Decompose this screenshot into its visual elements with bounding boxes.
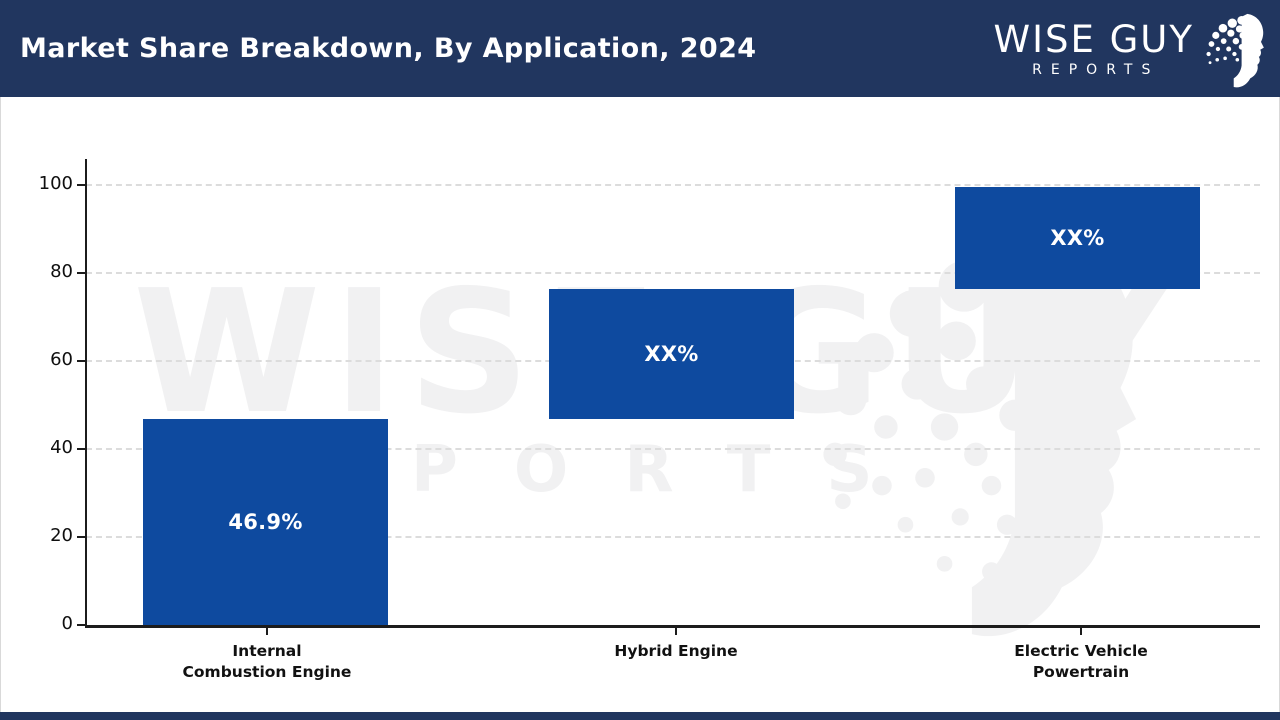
y-tick-label: 60 bbox=[50, 349, 73, 370]
header-bar: Market Share Breakdown, By Application, … bbox=[0, 0, 1280, 97]
category-label-line: Combustion Engine bbox=[182, 663, 352, 681]
y-axis-tick bbox=[77, 448, 85, 450]
gridline bbox=[86, 536, 1260, 538]
y-axis-line bbox=[85, 158, 87, 627]
x-category-label-electric-vehicle-powertrain: Electric Vehicle Powertrain bbox=[921, 641, 1241, 683]
category-label-line: Hybrid Engine bbox=[614, 642, 738, 660]
y-tick-label: 100 bbox=[38, 173, 73, 194]
chart-plot-area: 0 20 40 60 80 100 46.9% Internal Combustion Engi… bbox=[0, 97, 1280, 712]
x-axis-tick bbox=[1080, 627, 1082, 635]
category-label-line: Powertrain bbox=[1032, 663, 1130, 681]
gridline bbox=[86, 184, 1260, 186]
x-axis-tick bbox=[675, 627, 677, 635]
bar-value-label: 46.9% bbox=[228, 509, 303, 534]
logo-wordmark: WISE GUY bbox=[993, 18, 1194, 61]
bar-value-label: XX% bbox=[644, 341, 699, 366]
bar-hybrid-engine: XX% bbox=[549, 288, 794, 419]
logo-text: WISE GUY REPORTS bbox=[993, 18, 1194, 79]
footer-bar bbox=[0, 712, 1280, 720]
logo-subtext: REPORTS bbox=[1032, 62, 1160, 78]
y-axis-tick bbox=[77, 272, 85, 274]
bar-electric-vehicle-powertrain: XX% bbox=[955, 186, 1200, 289]
x-axis-tick bbox=[266, 627, 268, 635]
y-axis-tick bbox=[77, 360, 85, 362]
y-tick-label: 0 bbox=[61, 613, 73, 634]
wise-guy-reports-logo: WISE GUY REPORTS bbox=[994, 6, 1266, 92]
logo-dotted-face-icon bbox=[1200, 9, 1266, 89]
x-category-label-hybrid-engine: Hybrid Engine bbox=[516, 641, 836, 662]
bar-value-label: XX% bbox=[1050, 225, 1105, 250]
y-tick-label: 20 bbox=[50, 525, 73, 546]
y-axis-tick bbox=[77, 184, 85, 186]
x-axis-line bbox=[85, 625, 1260, 628]
page-title: Market Share Breakdown, By Application, … bbox=[20, 33, 757, 64]
left-frame-line bbox=[0, 97, 1, 712]
bar-internal-combustion-engine: 46.9% bbox=[143, 418, 388, 625]
category-label-line: Internal bbox=[232, 642, 302, 660]
gridline bbox=[86, 272, 1260, 274]
y-tick-label: 80 bbox=[50, 261, 73, 282]
y-tick-label: 40 bbox=[50, 437, 73, 458]
y-axis-tick bbox=[77, 536, 85, 538]
gridline bbox=[86, 448, 1260, 450]
y-axis-tick bbox=[77, 624, 85, 626]
category-label-line: Electric Vehicle bbox=[1014, 642, 1148, 660]
x-category-label-internal-combustion-engine: Internal Combustion Engine bbox=[107, 641, 427, 683]
